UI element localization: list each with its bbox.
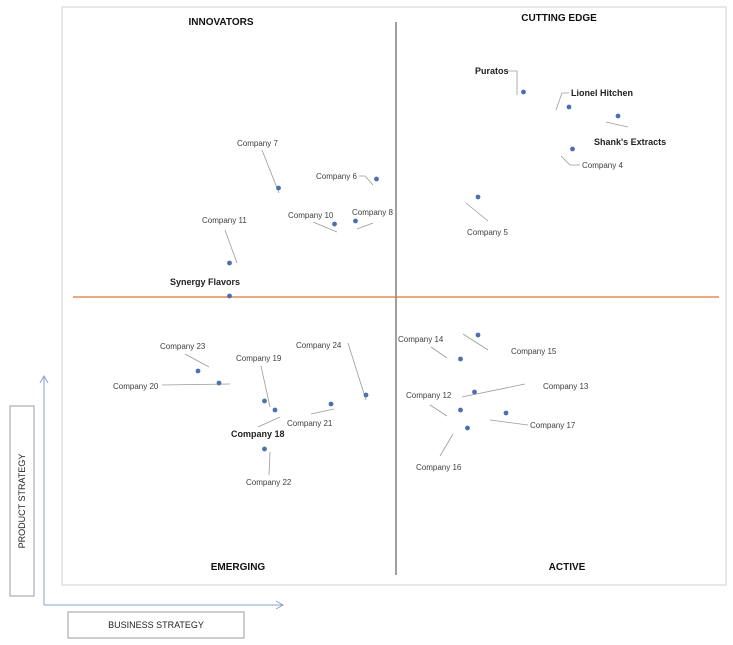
leader-line-company-15 [462,333,489,351]
data-point-shank-s-extracts [615,113,621,119]
y-axis-label: PRODUCT STRATEGY [17,454,27,549]
leader-line-lionel-hitchen [555,92,569,111]
leader-line-company-17 [489,419,529,426]
data-point-company-22 [262,446,267,452]
data-point-company-20 [216,380,222,386]
data-point-company-4 [570,146,575,152]
leader-line-company-4 [560,155,580,166]
point-label-company-23: Company 23 [160,342,206,351]
data-point-puratos [521,89,526,95]
quadrant-title-top-left: INNOVATORS [188,17,253,28]
leader-line-company-19 [260,365,271,408]
leader-line-company-13 [461,383,526,398]
data-point-company-21 [328,401,334,407]
y-axis-arrowhead [39,374,49,384]
point-label-company-4: Company 4 [582,161,623,170]
leader-line-company-24 [347,342,367,401]
x-axis-arrowhead [275,600,285,610]
leader-line-company-18 [257,416,281,428]
point-label-company-7: Company 7 [237,139,278,148]
point-label-company-20: Company 20 [113,382,159,391]
data-point-company-6 [374,176,379,182]
point-label-company-17: Company 17 [530,421,576,430]
data-point-company-7 [276,185,281,191]
data-point-company-12 [458,407,463,413]
data-point-company-13 [472,389,477,395]
point-label-company-24: Company 24 [296,341,342,350]
leader-line-company-8 [356,222,374,230]
data-point-company-10 [332,221,337,227]
point-label-puratos: Puratos [475,66,509,76]
leader-line-company-16 [439,433,454,457]
x-axis-label: BUSINESS STRATEGY [108,620,204,630]
data-point-company-15 [475,332,481,338]
point-label-company-12: Company 12 [406,391,452,400]
leader-lines [161,70,629,476]
data-point-company-23 [195,368,201,374]
data-point-company-19 [262,398,267,404]
leader-line-company-23 [184,353,210,368]
point-label-company-6: Company 6 [316,172,357,181]
axis-arrows [39,374,285,610]
point-label-company-8: Company 8 [352,208,393,217]
quadrant-dividers [73,22,719,575]
point-label-company-11: Company 11 [202,216,247,225]
data-point-company-14 [458,356,463,362]
data-point-company-17 [503,410,509,416]
leader-line-company-12 [429,404,448,417]
point-label-company-19: Company 19 [236,354,282,363]
point-label-synergy-flavors: Synergy Flavors [170,277,240,287]
quadrant-title-top-right: CUTTING EDGE [521,13,597,24]
data-point-company-24 [363,392,369,398]
data-point-company-8 [353,218,358,224]
leader-line-company-14 [430,346,448,359]
point-label-company-15: Company 15 [511,347,557,356]
data-point-company-18 [272,407,278,413]
quadrant-title-bottom-right: ACTIVE [549,562,586,573]
x-axis-label-box: BUSINESS STRATEGY [67,611,245,639]
leader-line-company-5 [465,202,489,222]
y-axis-label-frame [9,405,35,597]
leader-line-company-11 [224,229,238,264]
data-point-company-16 [465,425,470,431]
x-axis-label-frame [67,611,245,639]
leader-line-company-22 [268,451,271,476]
point-label-company-21: Company 21 [287,419,333,428]
data-point-lionel-hitchen [566,104,572,110]
leader-line-company-10 [312,221,338,233]
leader-line-puratos [507,70,518,95]
data-points [195,89,621,452]
point-label-shank-s-extracts: Shank's Extracts [594,137,666,147]
y-axis-label-box: PRODUCT STRATEGY [9,405,35,597]
point-label-company-5: Company 5 [467,228,508,237]
data-point-synergy-flavors [227,293,232,299]
data-point-company-5 [475,194,481,200]
chart-frame [61,6,727,586]
point-label-company-13: Company 13 [543,382,589,391]
point-label-lionel-hitchen: Lionel Hitchen [571,88,633,98]
point-label-company-14: Company 14 [398,335,444,344]
point-label-company-22: Company 22 [246,478,292,487]
leader-line-shank-s-extracts [605,121,629,128]
point-label-company-10: Company 10 [288,211,334,220]
point-labels: Puratos Lionel Hitchen Shank's Extracts Com… [113,66,666,487]
leader-line-company-21 [310,408,335,415]
data-point-company-11 [227,260,232,266]
point-label-company-16: Company 16 [416,463,462,472]
leader-line-company-6 [359,175,374,186]
quadrant-title-bottom-left: EMERGING [211,562,266,573]
point-label-company-18: Company 18 [231,429,285,439]
leader-line-company-7 [261,149,280,194]
